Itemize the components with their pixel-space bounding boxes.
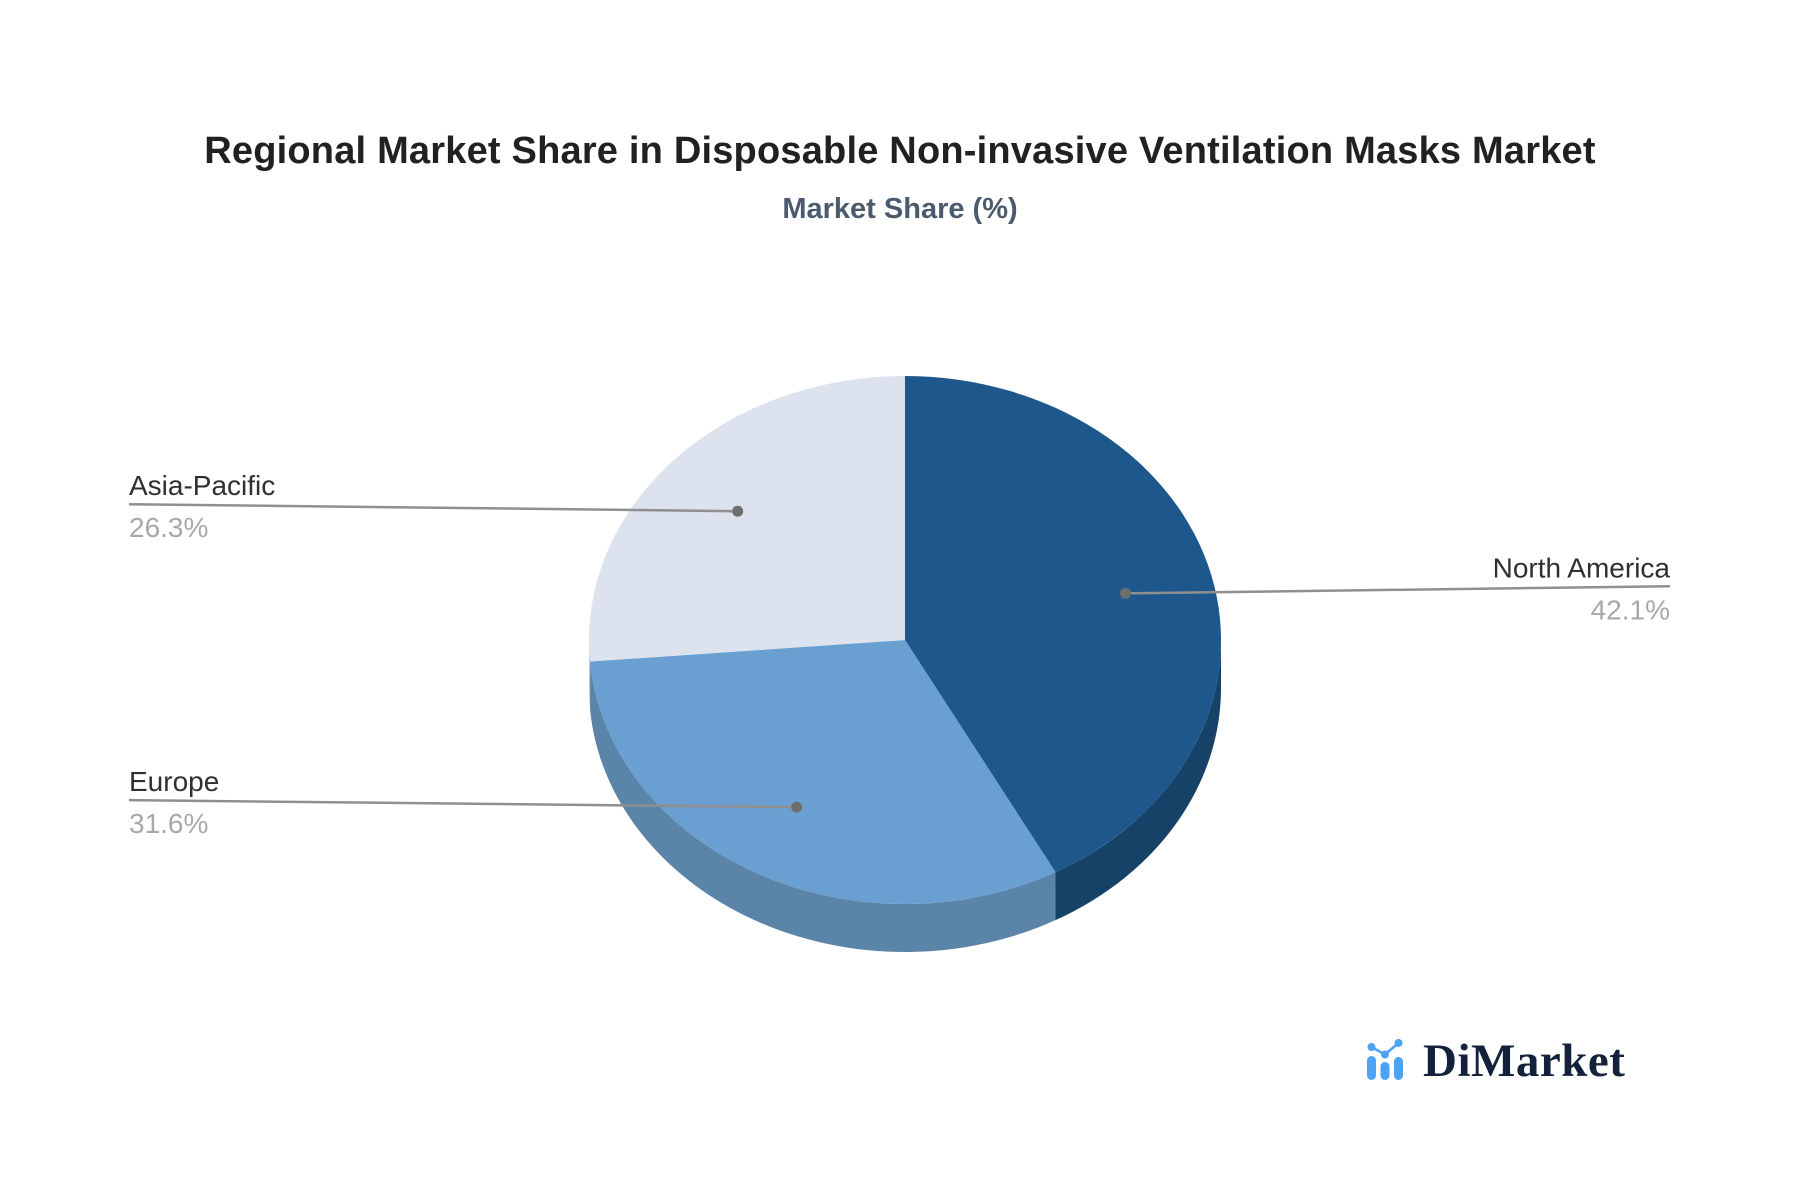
callout-dot-north-america (1120, 587, 1132, 599)
logo-dot-2 (1381, 1050, 1389, 1059)
callout-line-europe (128, 798, 797, 809)
slice-value-north-america: 42.1% (1591, 594, 1670, 625)
slice-value-europe: 31.6% (129, 808, 208, 839)
pie-slice-side-north-america (1055, 640, 1221, 921)
slice-label-north-america: North America (1493, 552, 1671, 583)
logo-dot-1 (1367, 1043, 1376, 1051)
slice-label-europe: Europe (129, 766, 219, 797)
logo-text: DiMarket (1423, 1035, 1626, 1087)
logo-dot-3 (1394, 1039, 1403, 1047)
callout-line-asia-pacific (128, 502, 738, 513)
logo-bar-3 (1394, 1057, 1403, 1080)
callout-line-north-america (1125, 585, 1671, 595)
chart-subtitle: Market Share (%) (782, 193, 1018, 225)
logo-bar-1 (1367, 1056, 1376, 1080)
pie-slice-side-europe (590, 661, 1056, 953)
callout-dot-europe (791, 801, 803, 813)
callout-dot-asia-pacific (732, 505, 744, 517)
pie-slice-side-asia-pacific (589, 640, 591, 710)
slice-label-asia-pacific: Asia-Pacific (129, 470, 275, 501)
dimarket-logo: DiMarket (1366, 1038, 1625, 1085)
bar-line-chart-icon (1367, 1039, 1403, 1080)
logo-bar-2 (1380, 1062, 1390, 1080)
chart-title: Regional Market Share in Disposable Non-… (204, 130, 1596, 172)
pie-slice-asia-pacific[interactable] (588, 376, 905, 662)
pie-slice-north-america[interactable] (905, 376, 1221, 873)
slice-value-asia-pacific: 26.3% (129, 512, 208, 543)
pie-slice-europe[interactable] (590, 640, 1056, 905)
